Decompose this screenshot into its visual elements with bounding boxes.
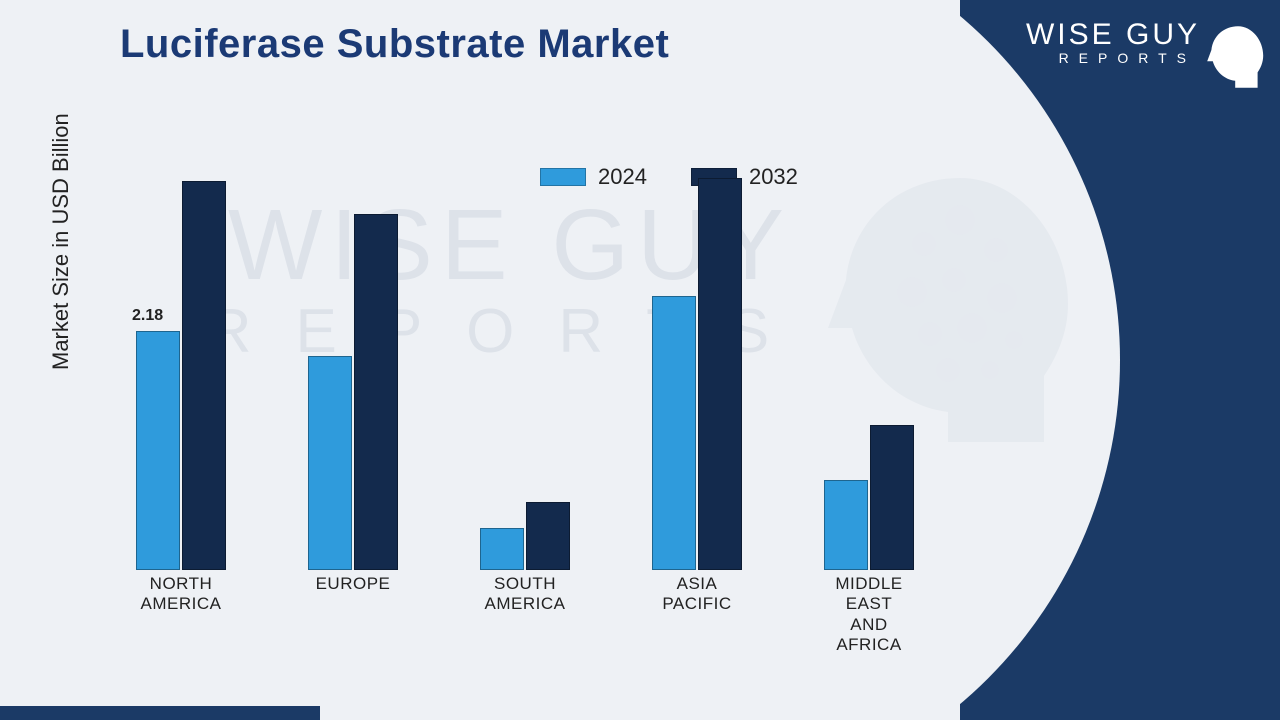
category-label: ASIAPACIFIC <box>622 574 772 615</box>
y-axis-label: Market Size in USD Billion <box>48 113 74 370</box>
brand-logo-line2: REPORTS <box>1026 50 1200 66</box>
category-label: SOUTHAMERICA <box>450 574 600 615</box>
bar <box>870 425 914 570</box>
category-label: EUROPE <box>278 574 428 594</box>
bar-group: 2.18 <box>106 170 256 570</box>
chart-area: Market Size in USD Billion 2.18NORTHAMER… <box>92 170 972 570</box>
bar-group <box>450 170 600 570</box>
bottom-strip <box>0 706 320 720</box>
bar <box>526 502 570 570</box>
bar <box>308 356 352 570</box>
bar <box>824 480 868 570</box>
brand-logo: WISE GUY REPORTS <box>1026 18 1256 66</box>
bar <box>182 181 226 570</box>
category-label: MIDDLEEASTANDAFRICA <box>794 574 944 656</box>
bar-group <box>622 170 772 570</box>
bar <box>698 178 742 570</box>
bar-value-label: 2.18 <box>132 307 163 325</box>
stage: WISE GUY REPORTS Luciferase Substrate Ma… <box>0 0 1280 720</box>
plot-area: 2.18NORTHAMERICAEUROPESOUTHAMERICAASIAPA… <box>106 170 966 570</box>
bar <box>652 296 696 570</box>
bar-group <box>794 170 944 570</box>
brand-head-icon <box>1196 22 1266 92</box>
category-label: NORTHAMERICA <box>106 574 256 615</box>
bar <box>354 214 398 570</box>
bar-group <box>278 170 428 570</box>
brand-logo-line1: WISE GUY <box>1026 18 1200 52</box>
bar <box>480 528 524 570</box>
chart-title: Luciferase Substrate Market <box>120 22 669 67</box>
bar <box>136 331 180 570</box>
